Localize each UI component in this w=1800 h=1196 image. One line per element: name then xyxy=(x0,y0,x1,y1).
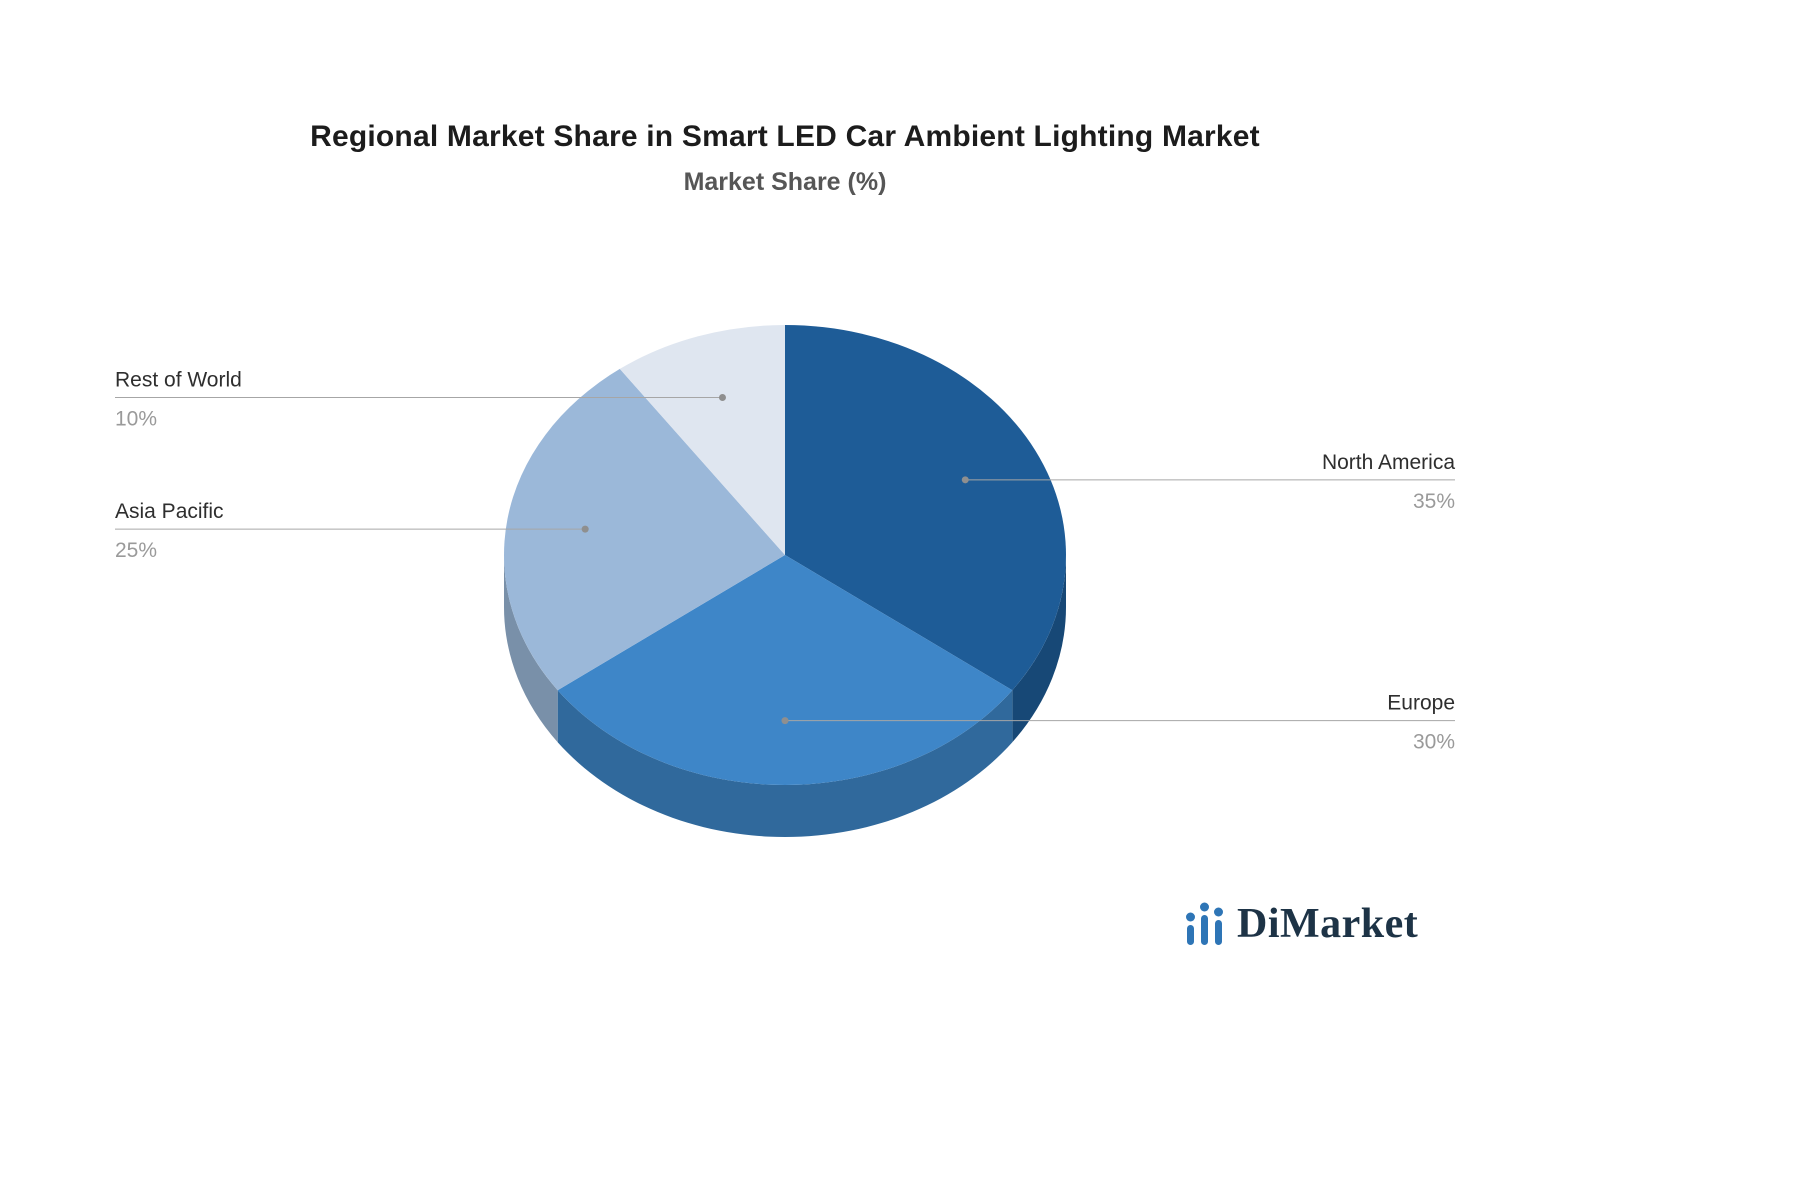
slice-label-asia-pacific: Asia Pacific xyxy=(115,500,224,523)
leader-dot-asia-pacific xyxy=(581,525,589,533)
leader-dot-north-america xyxy=(961,476,969,484)
pie-slice-side-europe xyxy=(557,690,1013,837)
pie-slice-north-america[interactable] xyxy=(785,325,1066,691)
logo-bar-3 xyxy=(1215,920,1222,945)
pie-slice-asia-pacific[interactable] xyxy=(504,368,785,691)
slice-label-rest-of-world: Rest of World xyxy=(115,369,242,392)
pie-slice-side-north-america xyxy=(1012,555,1066,743)
chart-title: Regional Market Share in Smart LED Car A… xyxy=(310,120,1260,153)
chart-subtitle: Market Share (%) xyxy=(683,168,887,196)
chart-header: Regional Market Share in Smart LED Car A… xyxy=(0,120,1570,197)
slice-value-north-america: 35% xyxy=(1413,490,1455,513)
leader-dot-europe xyxy=(781,717,789,725)
slice-value-rest-of-world: 10% xyxy=(115,408,157,431)
leader-dot-rest-of-world xyxy=(718,394,726,402)
logo-dot-3 xyxy=(1214,907,1223,917)
slice-label-north-america: North America xyxy=(1322,451,1455,474)
dimarket-logo: DiMarket xyxy=(1185,900,1418,948)
slice-value-asia-pacific: 25% xyxy=(115,539,157,562)
logo-bar-2 xyxy=(1201,915,1208,945)
pie-slice-side-asia-pacific xyxy=(504,555,558,743)
slice-value-europe: 30% xyxy=(1413,731,1455,754)
pie-slice-rest-of-world[interactable] xyxy=(619,325,785,555)
pie-slice-europe[interactable] xyxy=(557,555,1013,785)
logo-bar-1 xyxy=(1187,925,1194,945)
dimarket-logo-icon xyxy=(1186,902,1223,945)
slice-label-europe: Europe xyxy=(1387,692,1455,715)
logo-dot-1 xyxy=(1186,912,1195,922)
dimarket-logo-text: DiMarket xyxy=(1237,901,1419,947)
logo-dot-2 xyxy=(1200,902,1209,912)
